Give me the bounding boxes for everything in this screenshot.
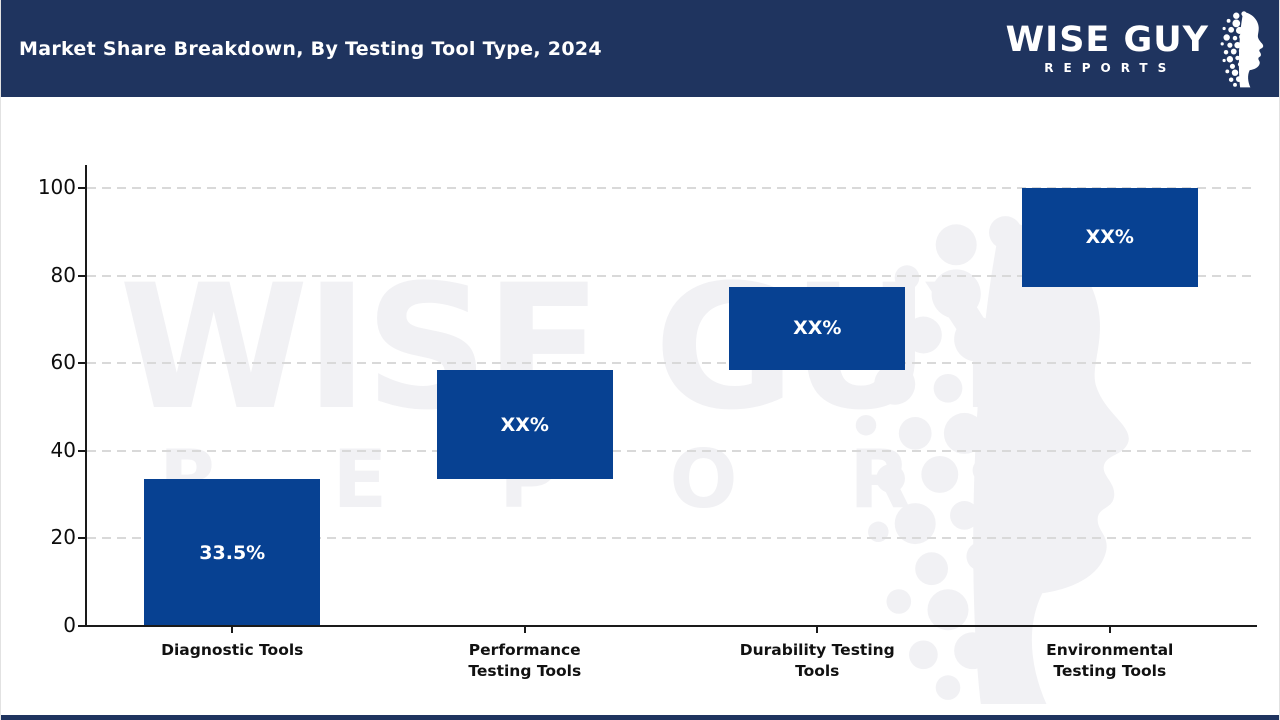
dotted-head-icon xyxy=(1203,10,1267,88)
y-tick-60 xyxy=(78,362,85,365)
bar-value-label-1: 33.5% xyxy=(199,541,266,564)
y-tick-0 xyxy=(78,625,85,627)
x-category-label-4: Environmental Testing Tools xyxy=(1046,641,1174,680)
bar-2: XX% xyxy=(436,369,613,480)
bar-3: XX% xyxy=(729,286,906,370)
gridline-20 xyxy=(87,537,1254,540)
bar-value-label-4: XX% xyxy=(1085,226,1134,249)
x-tick-1 xyxy=(231,626,234,633)
bar-1: 33.5% xyxy=(144,479,321,626)
y-tick-label-40: 40 xyxy=(50,437,76,462)
footer-strip xyxy=(1,715,1279,720)
x-axis-spine xyxy=(85,625,1257,627)
bar-value-label-2: XX% xyxy=(500,413,549,436)
gridline-40 xyxy=(87,449,1254,452)
bar-4: XX% xyxy=(1021,188,1198,287)
x-category-label-3: Durability Testing Tools xyxy=(739,641,895,680)
gridline-100 xyxy=(87,187,1254,189)
x-tick-2 xyxy=(523,626,526,633)
gridline-60 xyxy=(87,362,1254,365)
y-tick-label-100: 100 xyxy=(37,175,76,199)
bar-value-label-3: XX% xyxy=(793,317,842,340)
y-tick-80 xyxy=(78,274,85,277)
y-tick-40 xyxy=(78,449,85,452)
logo-subtitle: REPORTS xyxy=(1044,60,1177,75)
header-bar: Market Share Breakdown, By Testing Tool … xyxy=(1,0,1279,97)
y-tick-100 xyxy=(78,187,85,189)
logo-wordmark: WISE GUY xyxy=(1005,19,1209,60)
x-tick-4 xyxy=(1108,626,1111,633)
y-tick-label-0: 0 xyxy=(63,613,76,637)
x-tick-3 xyxy=(816,626,819,633)
y-axis-spine xyxy=(85,165,87,627)
y-tick-label-20: 20 xyxy=(50,525,76,550)
y-tick-20 xyxy=(78,537,85,540)
y-tick-label-60: 60 xyxy=(50,350,76,375)
y-tick-label-80: 80 xyxy=(50,262,76,287)
chart-title: Market Share Breakdown, By Testing Tool … xyxy=(19,37,602,60)
gridline-80 xyxy=(87,274,1254,277)
logo-text: WISE GUY REPORTS xyxy=(1005,19,1209,75)
wise-guy-reports-logo: WISE GUY REPORTS xyxy=(1006,10,1267,88)
x-category-label-2: Performance Testing Tools xyxy=(468,641,582,680)
x-category-label-1: Diagnostic Tools xyxy=(161,641,304,659)
